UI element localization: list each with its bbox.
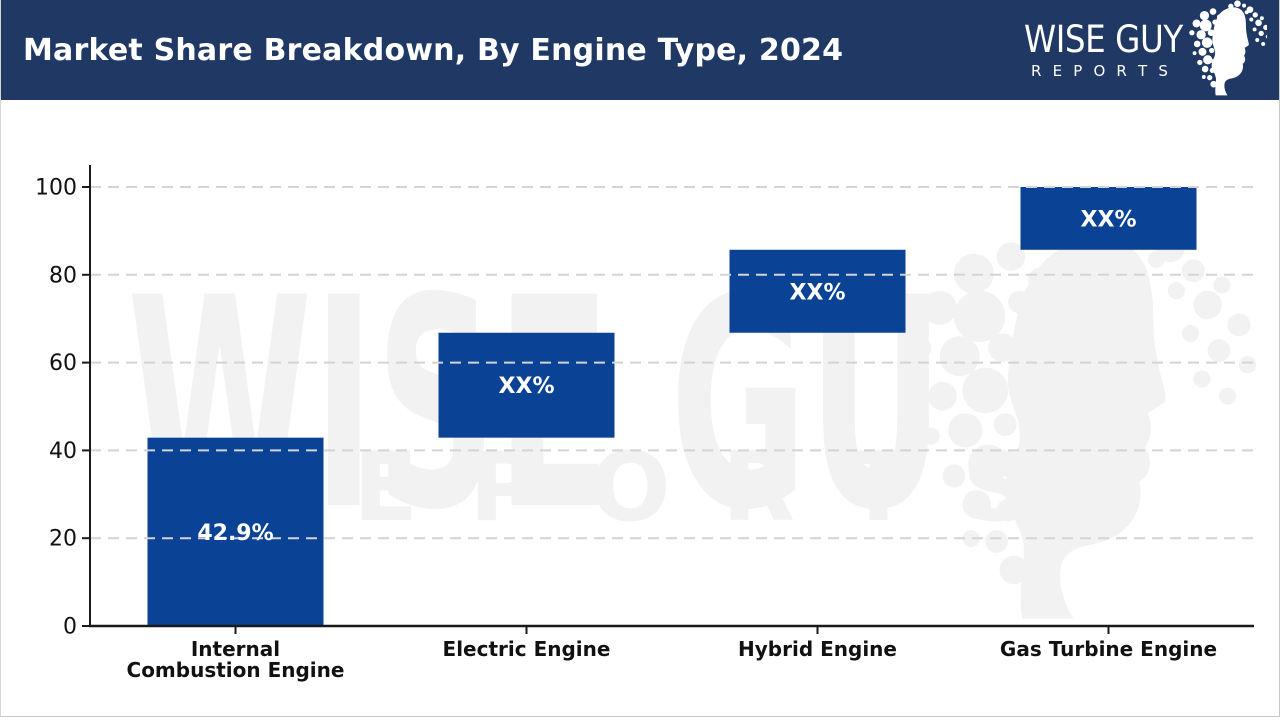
watermark-face-icon bbox=[908, 208, 1257, 619]
bar-gas-turbine-engine bbox=[1020, 187, 1197, 250]
logo-subtext: R E P O R T S bbox=[1031, 62, 1171, 80]
x-category-label: Internal bbox=[191, 637, 280, 661]
bar-electric-engine bbox=[438, 332, 615, 438]
bar-hybrid-engine bbox=[729, 249, 906, 333]
bar-value-label: XX% bbox=[790, 280, 846, 305]
logo-face-icon bbox=[1189, 0, 1267, 96]
y-tick-label: 20 bbox=[49, 527, 77, 552]
bar-value-label: 42.9% bbox=[197, 521, 273, 546]
wise-guy-reports-logo: WISE GUY R E P O R T S bbox=[1024, 0, 1267, 96]
bar-internal-combustion-engine bbox=[147, 437, 324, 626]
y-tick-label: 40 bbox=[49, 439, 77, 464]
chart-title: Market Share Breakdown, By Engine Type, … bbox=[23, 32, 844, 68]
bar-value-label: XX% bbox=[499, 374, 555, 399]
x-category-label: Electric Engine bbox=[443, 637, 611, 661]
y-tick-label: 60 bbox=[49, 351, 77, 376]
x-category-label: Combustion Engine bbox=[127, 658, 345, 682]
x-category-label: Gas Turbine Engine bbox=[1000, 637, 1217, 661]
waterfall-bar-chart: WISE GU R E P O R T S 42.9%XX%XX%XX% 020… bbox=[35, 165, 1257, 682]
header-banner: Market Share Breakdown, By Engine Type, … bbox=[1, 0, 1279, 100]
x-category-label: Hybrid Engine bbox=[738, 637, 897, 661]
bar-value-label: XX% bbox=[1081, 207, 1137, 232]
logo-wordmark: WISE GUY bbox=[1024, 19, 1184, 61]
y-tick-label: 100 bbox=[35, 176, 77, 201]
chart-area: WISE GU R E P O R T S 42.9% XX% XX% XX% 0 20… bbox=[1, 100, 1280, 717]
y-tick-label: 80 bbox=[49, 263, 77, 288]
y-tick-label: 0 bbox=[63, 615, 77, 640]
